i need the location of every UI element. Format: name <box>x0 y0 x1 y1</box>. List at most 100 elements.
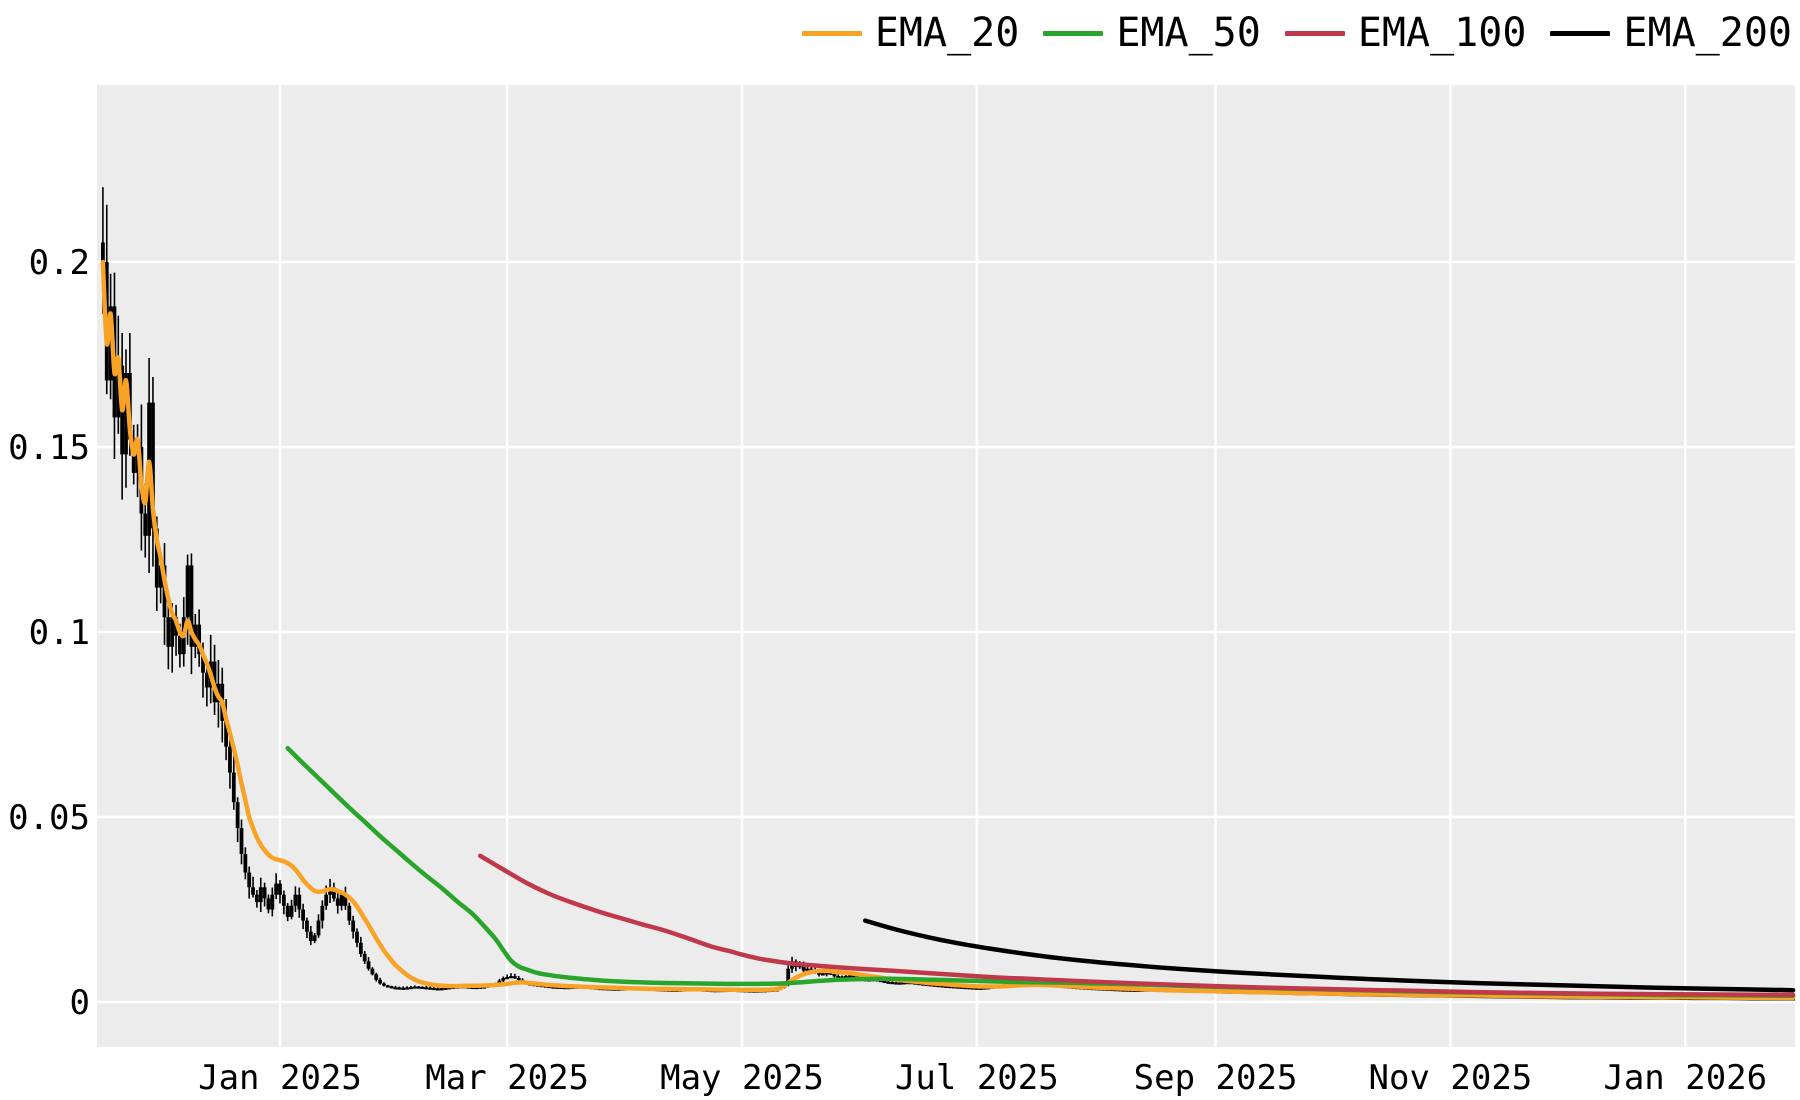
y-tick-label: 0.2 <box>29 243 90 283</box>
candle-body <box>844 976 848 979</box>
ema-line-ema-200 <box>862 918 1796 993</box>
candle-body <box>270 894 275 910</box>
candle-body <box>308 931 313 941</box>
candle-body <box>239 828 244 854</box>
candle-body <box>343 894 348 906</box>
candle-body <box>201 654 205 673</box>
legend-label: EMA_200 <box>1623 10 1792 56</box>
candle-body <box>124 373 128 455</box>
y-tick-labels: 0 0.05 0.1 0.15 0.2 <box>8 243 90 1023</box>
candle-body <box>786 968 791 986</box>
candle-body <box>247 872 252 888</box>
candle-body <box>347 905 352 921</box>
x-gridlines <box>278 85 1687 1047</box>
candle-body <box>370 968 375 975</box>
legend-label: EMA_100 <box>1357 10 1527 56</box>
candle-body <box>189 565 194 647</box>
candle-body <box>389 986 394 989</box>
candle-body <box>320 905 325 921</box>
candle-body <box>312 935 317 941</box>
candle-body <box>890 982 895 985</box>
candle-body <box>224 720 228 747</box>
candle-body <box>512 976 517 979</box>
candle-body <box>847 975 852 978</box>
candle-body <box>420 986 425 990</box>
candle-body <box>339 894 344 906</box>
x-tick-label: Jul 2025 <box>895 1058 1059 1098</box>
candle-body <box>428 987 433 990</box>
candle-body <box>409 986 413 990</box>
candle-body <box>505 977 510 980</box>
candle-body <box>293 894 298 906</box>
candle-body <box>824 972 829 975</box>
candle-body <box>432 987 436 991</box>
candle-body <box>447 987 452 990</box>
candle-body <box>151 402 155 529</box>
x-tick-label: Jan 2026 <box>1603 1058 1767 1098</box>
candle-body <box>358 942 363 954</box>
legend-label: EMA_50 <box>1116 10 1261 56</box>
ema-line-ema-100 <box>477 853 1796 998</box>
candle-body <box>944 985 948 988</box>
x-tick-label: Mar 2025 <box>425 1058 589 1098</box>
candle-body <box>281 894 286 906</box>
candle-body <box>971 987 975 990</box>
plot-panel <box>97 85 1795 1047</box>
candle-body <box>166 617 171 647</box>
candle-body <box>385 985 390 988</box>
candle-body <box>416 986 421 989</box>
candle-body <box>316 920 321 936</box>
candle-body <box>435 988 440 991</box>
candle-body <box>951 986 956 989</box>
y-gridlines <box>97 260 1795 1004</box>
candle-body <box>382 983 386 986</box>
legend-line-sample-ema-50 <box>1043 30 1104 36</box>
candle-body <box>817 972 821 975</box>
ema-line-ema-20 <box>100 259 1796 1001</box>
y-tick-label: 0.1 <box>29 613 90 653</box>
x-tick-label: Sep 2025 <box>1134 1058 1298 1098</box>
candle-body <box>832 974 837 977</box>
candle-body <box>978 987 983 990</box>
candle-body <box>262 887 267 899</box>
candle-body <box>335 898 340 906</box>
candle-body <box>274 883 279 895</box>
candle-body <box>967 987 972 990</box>
candle-body <box>948 985 952 989</box>
candle-body <box>412 986 417 989</box>
candle-body <box>801 965 806 971</box>
candle-body <box>243 854 248 873</box>
legend-item-ema-100: EMA_100 <box>1284 10 1527 56</box>
candle-body <box>424 987 429 990</box>
legend-item-ema-50: EMA_50 <box>1043 13 1261 53</box>
candle-body <box>443 987 448 990</box>
legend-label: EMA_20 <box>874 10 1020 56</box>
candle-body <box>305 920 309 932</box>
y-tick-label: 0.05 <box>8 798 90 838</box>
candle-body <box>974 987 979 990</box>
x-tick-label: Nov 2025 <box>1369 1058 1533 1098</box>
candle-body <box>255 894 259 903</box>
candle-body <box>285 905 290 917</box>
candle-body <box>231 772 236 803</box>
candle-body <box>351 920 356 932</box>
candle-body <box>143 513 148 536</box>
candle-body <box>820 973 825 976</box>
candle-body <box>251 887 255 895</box>
candle-body <box>355 931 359 943</box>
candle-body <box>374 974 379 980</box>
candle-body <box>301 909 305 921</box>
legend-line-sample-ema-100 <box>1284 30 1345 36</box>
candle-body <box>886 981 891 984</box>
candle-body <box>393 987 398 990</box>
candle-body <box>959 986 964 989</box>
candle-body <box>405 987 409 990</box>
y-tick-label: 0.15 <box>8 428 90 468</box>
candle-body <box>940 985 945 988</box>
candle-body <box>551 986 556 989</box>
candle-body <box>878 979 883 983</box>
candle-body <box>497 980 502 984</box>
candle-body <box>474 986 479 990</box>
candle-body <box>235 802 240 829</box>
